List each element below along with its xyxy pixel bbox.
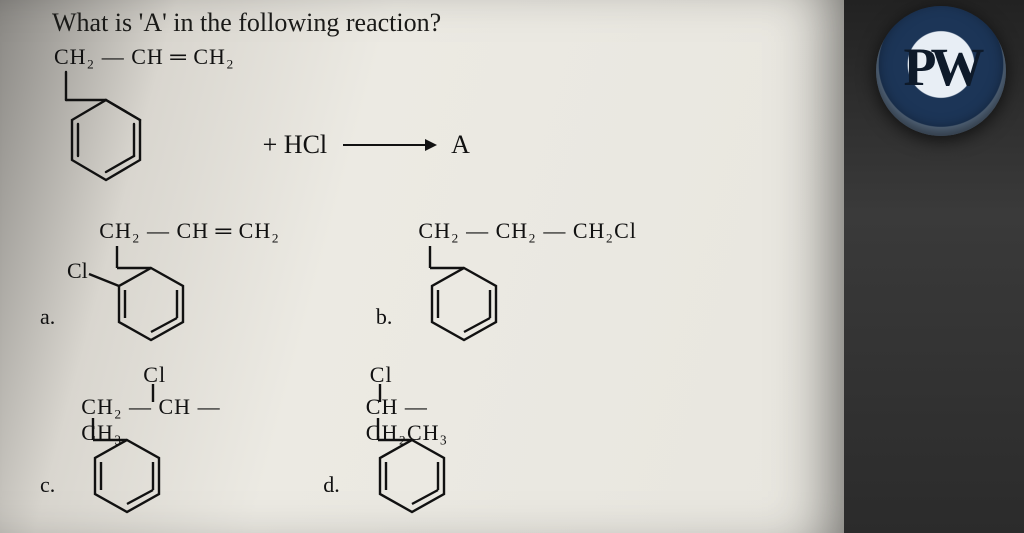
opt-c-pre: CH₂ —: [81, 394, 158, 419]
product-label: A: [451, 130, 470, 160]
options-block: a. CH₂ — CH ═ CH₂: [40, 218, 637, 530]
option-a: a. CH₂ — CH ═ CH₂: [40, 218, 280, 354]
opt-a-chain: CH₂ — CH ═ CH₂: [99, 218, 280, 244]
option-a-structure: CH₂ — CH ═ CH₂ Cl: [67, 218, 280, 354]
benzene-icon: [404, 244, 554, 354]
opt-b-chain: CH₂ — CH₂ — CH₂Cl: [418, 218, 636, 244]
screenshot-root: What is 'A' in the following reaction? C…: [0, 0, 1024, 533]
reagent-text: + HCl: [263, 130, 328, 160]
option-letter: b.: [376, 304, 393, 330]
question-text: What is 'A' in the following reaction?: [52, 8, 441, 38]
starting-material: CH₂ — CH ═ CH₂: [40, 44, 235, 190]
pw-badge-icon: PW: [876, 6, 1006, 136]
opt-c-mid: CH: [159, 394, 192, 419]
chlorobenzene-icon: Cl: [67, 244, 237, 354]
option-letter: d.: [323, 472, 340, 498]
opt-d-mid: CH: [366, 394, 399, 419]
option-letter: a.: [40, 304, 55, 330]
option-d-structure: Cl CH — CH₂CH₃: [352, 362, 512, 522]
option-d: d. Cl CH — CH₂CH₃: [323, 362, 512, 522]
option-b-structure: CH₂ — CH₂ — CH₂Cl: [404, 218, 636, 354]
reaction-scheme: CH₂ — CH ═ CH₂ + HC: [40, 44, 470, 190]
cl-label: Cl: [67, 258, 88, 283]
sm-chain: CH₂ — CH ═ CH₂: [54, 44, 235, 70]
option-c: c. Cl CH₂ — CH — CH₃: [40, 362, 227, 522]
option-b: b. CH₂ — CH₂ — CH₂Cl: [376, 218, 637, 354]
option-c-structure: Cl CH₂ — CH — CH₃: [67, 362, 227, 522]
option-letter: c.: [40, 472, 55, 498]
paper-page: What is 'A' in the following reaction? C…: [0, 0, 844, 533]
reaction-arrow-icon: [343, 144, 435, 146]
badge-text: PW: [904, 36, 979, 98]
benzene-icon: [40, 70, 180, 190]
